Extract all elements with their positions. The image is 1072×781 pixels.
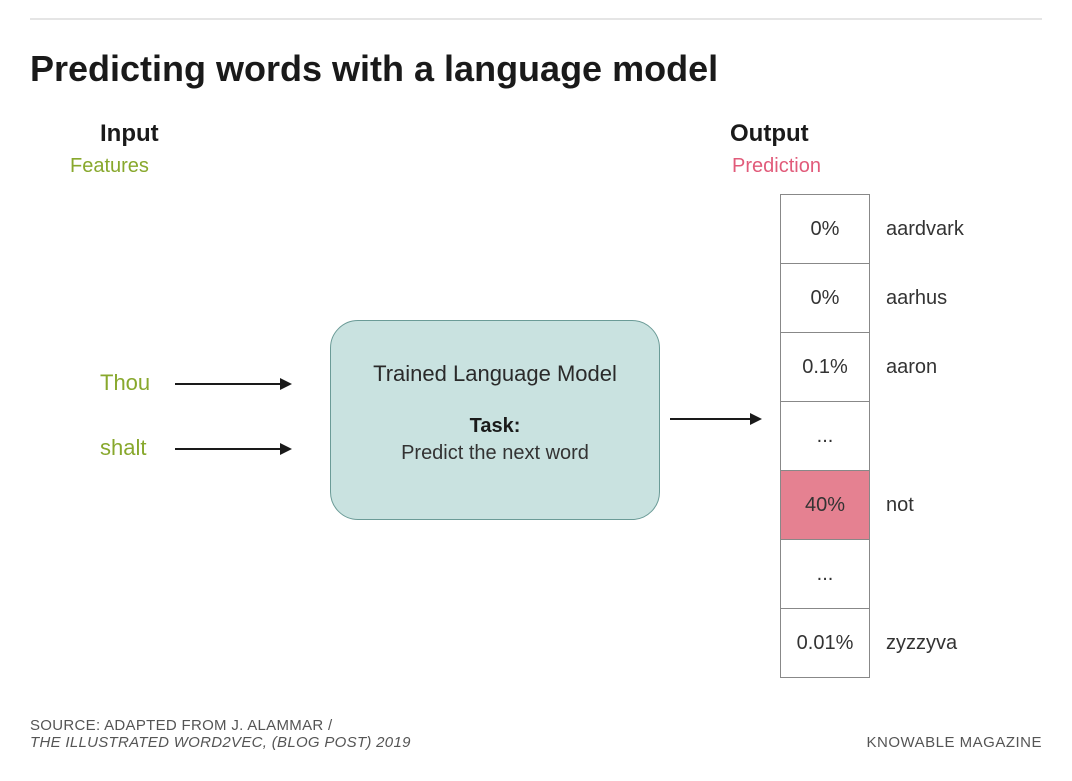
output-word: not	[886, 494, 914, 517]
output-percent: ...	[817, 563, 834, 586]
top-rule	[30, 18, 1042, 20]
source-line2: THE ILLUSTRATED WORD2VEC, (BLOG POST) 20…	[30, 734, 411, 751]
output-word: aaron	[886, 356, 937, 379]
output-percent: 0.1%	[802, 356, 848, 379]
output-word: zyzzyva	[886, 632, 957, 655]
feature-word-0: Thou	[100, 370, 150, 396]
input-heading: Input	[100, 120, 159, 148]
output-percent: ...	[817, 425, 834, 448]
output-percent: 0.01%	[797, 632, 854, 655]
output-table: 0% aardvark 0% aarhus 0.1% aaron ... 40%…	[780, 195, 870, 678]
output-cell-3: ...	[780, 401, 870, 471]
page-title: Predicting words with a language model	[30, 48, 718, 90]
output-word: aardvark	[886, 218, 964, 241]
output-cell-5: ...	[780, 539, 870, 609]
output-cell-0: 0% aardvark	[780, 194, 870, 264]
output-sublabel: Prediction	[732, 155, 821, 178]
source-line1: SOURCE: ADAPTED FROM J. ALAMMAR /	[30, 717, 411, 734]
output-cell-1: 0% aarhus	[780, 263, 870, 333]
output-percent: 0%	[811, 218, 840, 241]
output-cell-4-highlight: 40% not	[780, 470, 870, 540]
arrow-feature-0	[175, 383, 290, 385]
output-heading: Output	[730, 120, 809, 148]
model-task: Predict the next word	[331, 442, 659, 465]
output-cell-2: 0.1% aaron	[780, 332, 870, 402]
feature-word-1: shalt	[100, 435, 146, 461]
arrow-feature-1	[175, 448, 290, 450]
model-box: Trained Language Model Task: Predict the…	[330, 320, 660, 520]
model-task-label: Task:	[331, 415, 659, 438]
output-word: aarhus	[886, 287, 947, 310]
credit-text: KNOWABLE MAGAZINE	[867, 734, 1042, 751]
output-percent: 40%	[805, 494, 845, 517]
input-sublabel: Features	[70, 155, 149, 178]
output-cell-6: 0.01% zyzzyva	[780, 608, 870, 678]
output-percent: 0%	[811, 287, 840, 310]
model-title: Trained Language Model	[331, 361, 659, 387]
source-text: SOURCE: ADAPTED FROM J. ALAMMAR / THE IL…	[30, 717, 411, 751]
arrow-model-output	[670, 418, 760, 420]
